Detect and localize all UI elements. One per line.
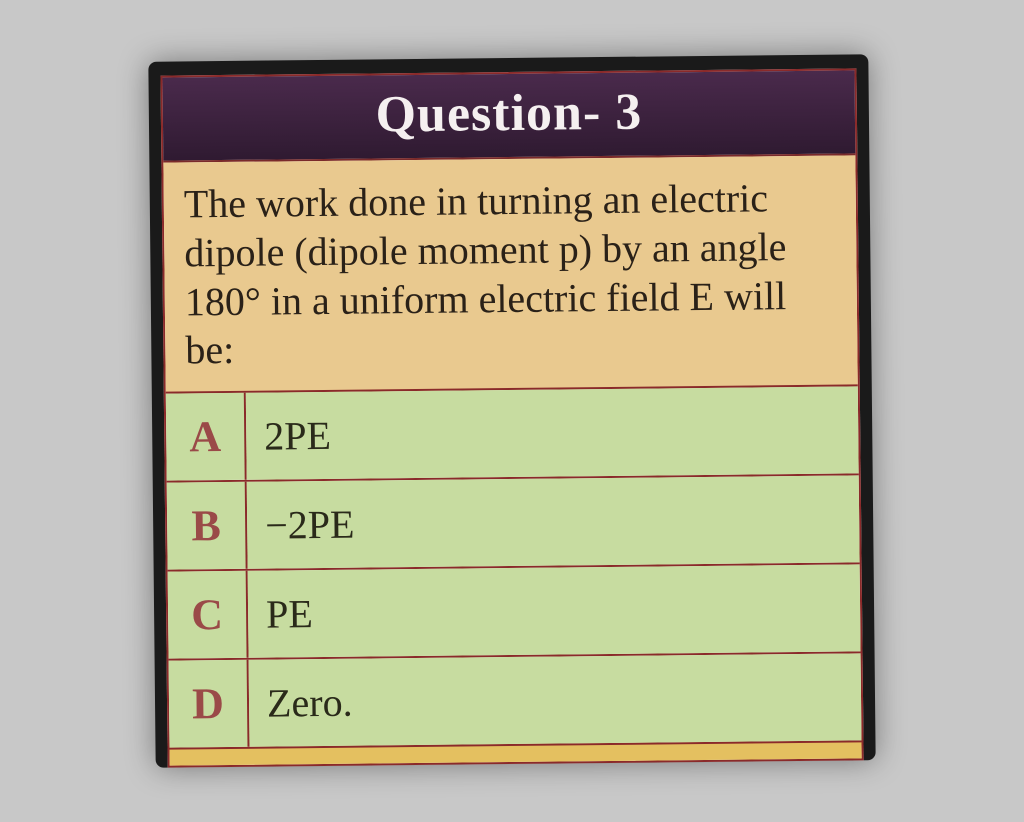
option-text: Zero. (249, 653, 862, 746)
option-text: 2PE (246, 386, 859, 479)
options-list: A 2PE B −2PE C PE D Zero. (166, 386, 862, 747)
option-row[interactable]: A 2PE (166, 386, 859, 482)
option-row[interactable]: D Zero. (169, 653, 862, 747)
option-text: −2PE (247, 475, 860, 568)
device-frame: Question- 3 The work done in turning an … (148, 54, 875, 768)
option-letter: C (168, 571, 249, 659)
option-text: PE (248, 564, 861, 657)
question-header: Question- 3 (162, 70, 855, 162)
question-card: Question- 3 The work done in turning an … (160, 68, 863, 767)
option-row[interactable]: C PE (168, 564, 861, 660)
question-prompt: The work done in turning an electric dip… (163, 155, 857, 393)
option-letter: D (169, 660, 250, 748)
option-row[interactable]: B −2PE (167, 475, 860, 571)
option-letter: B (167, 482, 248, 570)
option-letter: A (166, 393, 247, 481)
